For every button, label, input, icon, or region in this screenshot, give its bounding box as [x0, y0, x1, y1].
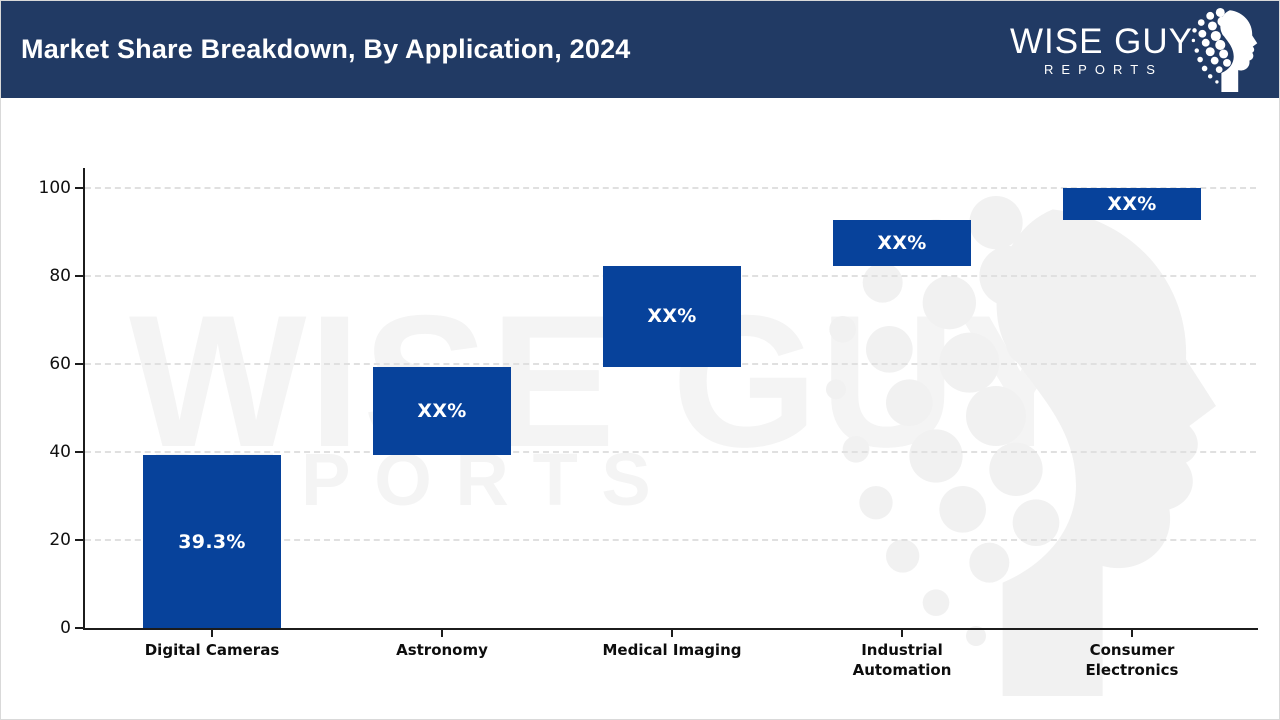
bar-value-label: XX%: [1107, 193, 1157, 216]
x-tick-label: Consumer Electronics: [1085, 641, 1179, 680]
x-tick-label: Digital Cameras: [144, 641, 280, 659]
x-axis-tick: [1131, 630, 1133, 637]
bar-industrial-automation: XX%: [833, 220, 971, 266]
x-tick-label: Medical Imaging: [602, 641, 742, 659]
y-tick-label: 60: [49, 354, 71, 374]
bar-value-label: XX%: [417, 400, 467, 423]
bar-value-label: XX%: [647, 305, 697, 328]
brand-logo-line1: WISE GUY: [1009, 21, 1193, 61]
bar-digital-cameras: 39.3%: [143, 455, 281, 628]
header-bar: Market Share Breakdown, By Application, …: [1, 1, 1279, 98]
y-axis-line: [83, 168, 85, 630]
x-axis-line: [83, 628, 1258, 630]
y-axis-tick: [75, 451, 83, 453]
x-axis-tick: [441, 630, 443, 637]
x-tick-label: Astronomy: [396, 641, 488, 659]
x-axis-tick: [211, 630, 213, 637]
y-axis-tick: [75, 275, 83, 277]
y-axis-tick: [75, 363, 83, 365]
x-axis-tick: [671, 630, 673, 637]
brand-head-icon: [1191, 8, 1258, 92]
y-tick-label: 20: [49, 530, 71, 550]
y-tick-label: 80: [49, 266, 71, 286]
y-tick-label: 100: [38, 178, 71, 198]
bar-value-label: 39.3%: [178, 530, 246, 553]
y-axis-tick: [75, 187, 83, 189]
gridline: [85, 451, 1256, 453]
y-tick-label: 40: [49, 442, 71, 462]
x-tick-label: Industrial Automation: [852, 641, 952, 680]
x-axis-tick: [901, 630, 903, 637]
bar-consumer-electronics: XX%: [1063, 188, 1201, 221]
bar-value-label: XX%: [877, 231, 927, 254]
y-axis-tick: [75, 627, 83, 629]
bar-medical-imaging: XX%: [603, 265, 741, 368]
gridline: [85, 187, 1256, 189]
gridline: [85, 539, 1256, 541]
brand-logo-line2: REPORTS: [1043, 61, 1163, 77]
bar-astronomy: XX%: [373, 367, 511, 456]
watermark-head-icon: [826, 196, 1216, 696]
brand-logo: WISE GUY REPORTS: [1007, 7, 1267, 93]
page-title: Market Share Breakdown, By Application, …: [21, 34, 631, 64]
y-tick-label: 0: [60, 618, 71, 638]
y-axis-tick: [75, 539, 83, 541]
